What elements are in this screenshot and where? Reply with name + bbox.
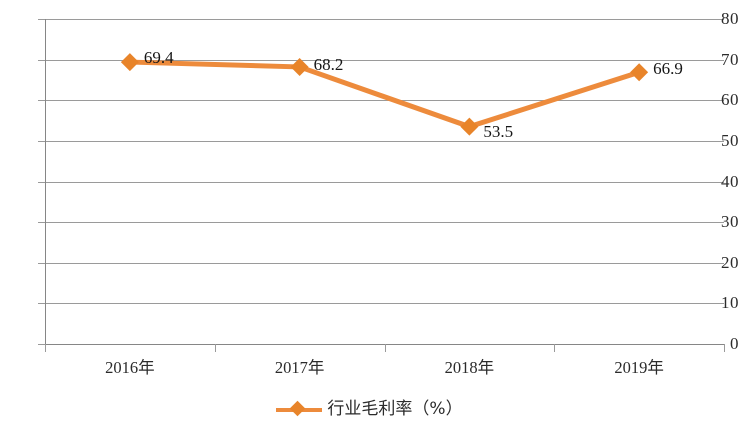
data-label: 66.9 [653,59,683,79]
y-tick-mark [38,140,45,142]
x-tick-label: 2016年 [105,358,155,377]
x-tick-mark [45,344,46,352]
gridline [45,100,724,102]
x-tick-label: 2018年 [444,358,495,377]
gridline [45,181,724,183]
y-tick-label: 80 [721,9,739,28]
y-tick-mark [38,100,45,102]
plot-area [45,19,724,345]
gridline [45,262,724,264]
x-tick-mark [384,344,386,352]
x-tick-mark [554,344,556,352]
x-tick-mark [724,344,725,352]
x-tick-mark [214,344,216,352]
legend: 行业毛利率（%） [0,400,739,419]
data-label: 53.5 [483,121,514,141]
gridline [45,19,724,20]
y-tick-mark [38,344,45,345]
y-tick-label: 40 [721,171,739,191]
y-tick-label: 10 [721,293,739,313]
legend-marker-icon [276,400,323,418]
data-label: 69.4 [143,48,174,68]
y-tick-mark [38,222,45,224]
gridline [45,222,724,224]
y-tick-label: 50 [721,130,739,150]
y-tick-label: 0 [730,334,739,353]
y-tick-mark [38,181,45,183]
y-tick-mark [38,59,45,61]
gridline [45,303,724,305]
y-tick-mark [38,262,45,264]
x-tick-label: 2017年 [274,358,325,377]
y-axis-line [45,19,46,345]
y-tick-label: 70 [721,49,739,69]
legend-label: 行业毛利率（%） [327,399,463,419]
y-tick-mark [38,303,45,305]
legend-item-industry-gross-margin[interactable]: 行业毛利率（%） [276,399,463,419]
y-tick-label: 30 [721,212,739,232]
y-tick-mark [38,19,45,20]
y-tick-label: 20 [721,252,739,272]
y-tick-label: 60 [721,90,739,110]
data-label: 68.2 [313,54,344,74]
gridline [45,140,724,142]
x-tick-label: 2019年 [614,358,664,377]
